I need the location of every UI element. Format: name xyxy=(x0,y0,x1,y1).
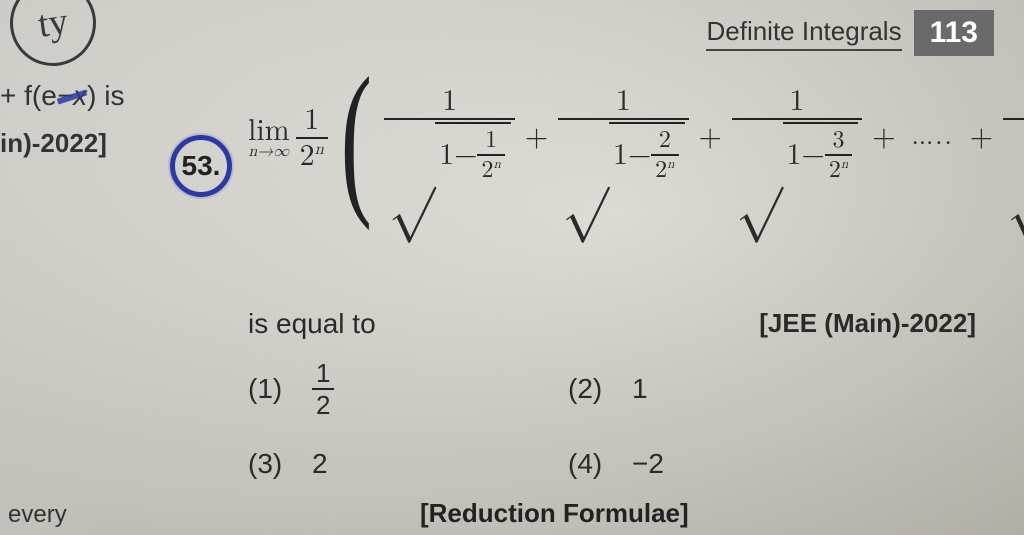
option-3: (3) 2 xyxy=(248,448,568,480)
margin-year: in)-2022] xyxy=(0,128,125,159)
source-tag: [JEE (Main)-2022] xyxy=(759,308,976,339)
coefficient-fraction: 1 2n xyxy=(296,105,328,171)
footer-left-fragment: every xyxy=(8,501,67,529)
chapter-title: Definite Integrals xyxy=(706,16,901,51)
term-2: 1 √ 1− 2 2n xyxy=(558,86,688,189)
option-1: (1) 1 2 xyxy=(248,360,568,418)
option-4: (4) −2 xyxy=(568,448,888,480)
term-1: 1 √ 1− 1 2n xyxy=(384,86,514,189)
left-margin-text: + f(e−x) is in)-2022] xyxy=(0,80,125,159)
question-number-circled: 53. xyxy=(170,135,232,197)
limit: lim n→∞ xyxy=(248,116,290,160)
coef-den: 2n xyxy=(296,139,328,171)
limit-sub: n→∞ xyxy=(248,144,289,160)
term-3: 1 √ 1− 3 2n xyxy=(732,86,862,189)
page-header: Definite Integrals 113 xyxy=(706,10,994,56)
limit-top: lim xyxy=(248,116,290,146)
page-number: 113 xyxy=(914,10,994,56)
math-expression: lim n→∞ 1 2n ( 1 √ 1− 1 2 xyxy=(248,78,1024,197)
handwritten-mark: ty xyxy=(4,0,101,72)
term-last: 1 √ 1− 2n−1 2n xyxy=(1003,86,1024,189)
left-paren: ( xyxy=(341,78,372,197)
sum-terms: 1 √ 1− 1 2n + 1 xyxy=(384,86,1024,189)
margin-frag-2: ) is xyxy=(87,80,124,111)
footer-section-title: [Reduction Formulae] xyxy=(420,498,689,529)
coef-num: 1 xyxy=(300,105,323,137)
is-equal-to: is equal to xyxy=(248,308,376,340)
options-grid: (1) 1 2 (2) 1 (3) 2 (4) −2 xyxy=(248,360,888,480)
margin-frag-strike: −x xyxy=(57,80,87,111)
option-2: (2) 1 xyxy=(568,360,888,418)
margin-frag-1: + f(e xyxy=(0,80,57,111)
